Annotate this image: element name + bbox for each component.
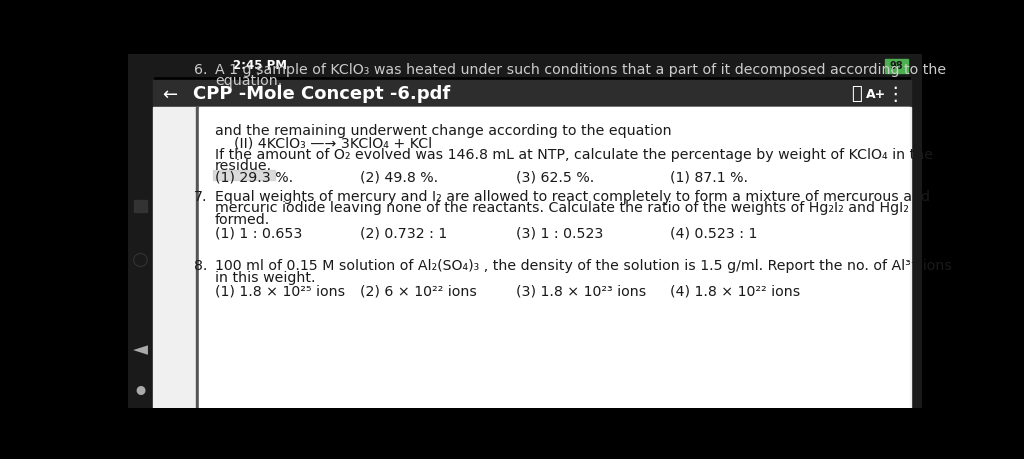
Text: (3) 1.8 × 10²³ ions: (3) 1.8 × 10²³ ions <box>515 284 646 298</box>
Text: ⋮: ⋮ <box>886 85 905 104</box>
Text: (2) 49.8 %.: (2) 49.8 %. <box>360 170 438 185</box>
FancyBboxPatch shape <box>153 80 910 107</box>
Text: mercuric iodide leaving none of the reactants. Calculate the ratio of the weight: mercuric iodide leaving none of the reac… <box>215 201 908 215</box>
Text: 6.: 6. <box>194 63 208 77</box>
Text: 100 ml of 0.15 M solution of Al₂(SO₄)₃ , the density of the solution is 1.5 g/ml: 100 ml of 0.15 M solution of Al₂(SO₄)₃ ,… <box>215 259 951 273</box>
FancyBboxPatch shape <box>128 55 922 77</box>
Text: (II) 4KClO₃ —→ 3KClO₄ + KCl: (II) 4KClO₃ —→ 3KClO₄ + KCl <box>234 136 432 150</box>
FancyBboxPatch shape <box>885 60 908 73</box>
FancyBboxPatch shape <box>910 55 922 409</box>
FancyBboxPatch shape <box>134 200 146 213</box>
Text: (1) 1.8 × 10²⁵ ions: (1) 1.8 × 10²⁵ ions <box>215 284 345 298</box>
Text: (3) 62.5 %.: (3) 62.5 %. <box>515 170 594 185</box>
Text: A 1 g sample of KClO₃ was heated under such conditions that a part of it decompo: A 1 g sample of KClO₃ was heated under s… <box>215 63 946 77</box>
Text: 7.: 7. <box>194 190 208 203</box>
Text: ○: ○ <box>132 249 148 268</box>
Text: (1) 29.3 %.: (1) 29.3 %. <box>215 170 293 185</box>
Text: in this weight.: in this weight. <box>215 270 315 284</box>
Text: Equal weights of mercury and I₂ are allowed to react completely to form a mixtur: Equal weights of mercury and I₂ are allo… <box>215 190 930 203</box>
Text: (1) 1 : 0.653: (1) 1 : 0.653 <box>215 226 302 241</box>
Text: A+: A+ <box>865 88 886 101</box>
Text: ⌕: ⌕ <box>851 85 862 103</box>
Text: equation.: equation. <box>215 74 282 88</box>
FancyBboxPatch shape <box>213 170 275 181</box>
FancyBboxPatch shape <box>197 107 199 409</box>
Text: ◄: ◄ <box>133 339 147 358</box>
Text: 98: 98 <box>890 61 903 71</box>
FancyBboxPatch shape <box>199 107 909 409</box>
Text: ←: ← <box>162 85 177 103</box>
FancyBboxPatch shape <box>128 55 153 409</box>
Text: (4) 1.8 × 10²² ions: (4) 1.8 × 10²² ions <box>671 284 801 298</box>
Text: •: • <box>131 379 150 408</box>
FancyBboxPatch shape <box>153 107 910 409</box>
Text: and the remaining underwent change according to the equation: and the remaining underwent change accor… <box>215 124 672 138</box>
Text: (2) 6 × 10²² ions: (2) 6 × 10²² ions <box>360 284 477 298</box>
Text: formed.: formed. <box>215 213 270 227</box>
Text: residue.: residue. <box>215 159 272 173</box>
Text: (4) 0.523 : 1: (4) 0.523 : 1 <box>671 226 758 241</box>
Text: If the amount of O₂ evolved was 146.8 mL at NTP, calculate the percentage by wei: If the amount of O₂ evolved was 146.8 mL… <box>215 147 933 161</box>
Text: 2:45 PM: 2:45 PM <box>232 59 287 73</box>
Text: (1) 87.1 %.: (1) 87.1 %. <box>671 170 749 185</box>
Text: 8.: 8. <box>194 259 207 273</box>
Text: (2) 0.732 : 1: (2) 0.732 : 1 <box>360 226 447 241</box>
Text: CPP -Mole Concept -6.pdf: CPP -Mole Concept -6.pdf <box>194 85 451 103</box>
Text: (3) 1 : 0.523: (3) 1 : 0.523 <box>515 226 603 241</box>
